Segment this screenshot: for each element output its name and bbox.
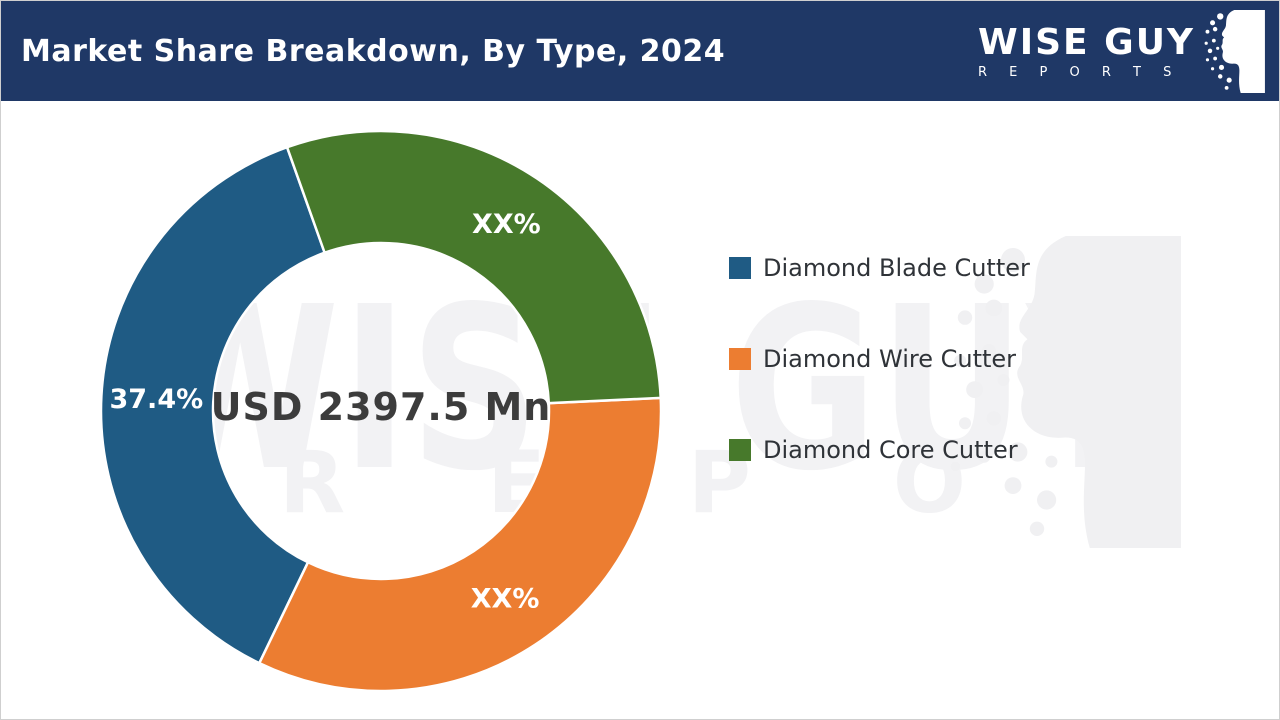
logo-text-sub: R E P O R T S [977, 64, 1181, 80]
logo-face-icon [1201, 9, 1265, 93]
pie-segment-diamond-wire-cutter [257, 396, 663, 693]
donut-chart: 37.4% XX% XX% [96, 126, 666, 700]
page-title: Market Share Breakdown, By Type, 2024 [21, 33, 726, 69]
legend-swatch [729, 257, 751, 279]
logo-text: WISE GUY R E P O R T S [977, 21, 1195, 80]
chart-center-value: USD 2397.5 Mn [210, 385, 552, 429]
legend-label: Diamond Blade Cutter [763, 254, 1030, 282]
legend-item-diamond-blade-cutter: Diamond Blade Cutter [729, 253, 1030, 283]
segment-label-diamond-core-cutter: XX% [472, 209, 541, 240]
pie-segment-diamond-core-cutter [285, 129, 663, 405]
legend-item-diamond-core-cutter: Diamond Core Cutter [729, 435, 1030, 465]
segment-label-diamond-blade-cutter: 37.4% [109, 384, 203, 415]
logo-wiseguy: WISE GUY R E P O R T S [978, 7, 1265, 95]
watermark-face-icon [941, 206, 1181, 578]
segment-label-diamond-wire-cutter: XX% [471, 584, 540, 615]
logo-text-main: WISE GUY [977, 21, 1195, 63]
header: Market Share Breakdown, By Type, 2024 WI… [1, 1, 1279, 101]
legend-label: Diamond Wire Cutter [763, 345, 1017, 373]
legend-item-diamond-wire-cutter: Diamond Wire Cutter [729, 344, 1030, 374]
legend-swatch [729, 348, 751, 370]
legend-label: Diamond Core Cutter [763, 436, 1018, 464]
pie-segment-diamond-blade-cutter [99, 145, 327, 665]
legend-swatch [729, 439, 751, 461]
chart-legend: Diamond Blade Cutter Diamond Wire Cutter D… [729, 253, 1030, 526]
